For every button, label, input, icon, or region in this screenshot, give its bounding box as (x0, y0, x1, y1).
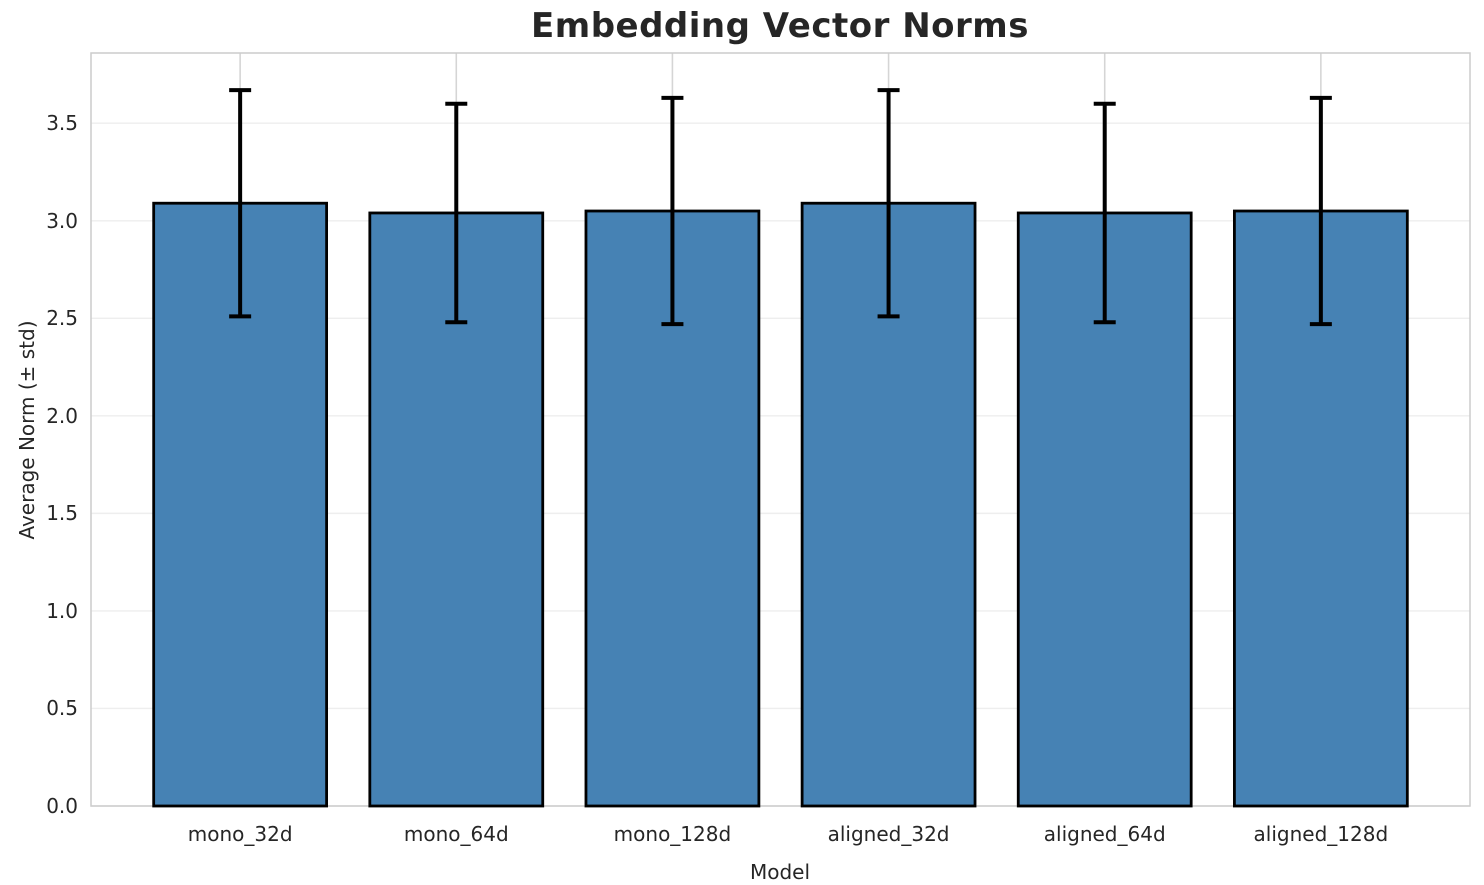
chart-title: Embedding Vector Norms (531, 6, 1029, 46)
y-tick-label-0.5: 0.5 (46, 696, 78, 721)
axes-spines (90, 52, 1471, 807)
y-tick-label-2.0: 2.0 (46, 403, 78, 428)
x-tick-label-mono_32d: mono_32d (187, 822, 293, 846)
x-tick-label-mono_64d: mono_64d (403, 822, 509, 846)
y-tick-label-3.0: 3.0 (46, 208, 78, 233)
x-tick-label-aligned_32d: aligned_32d (827, 822, 950, 846)
y-tick-label-2.5: 2.5 (46, 306, 78, 331)
x-axis-label: Model (749, 860, 811, 884)
x-tick-label-aligned_128d: aligned_128d (1253, 822, 1389, 846)
y-tick-label-3.5: 3.5 (46, 111, 78, 136)
y-tick-label-1.5: 1.5 (46, 501, 78, 526)
x-tick-label-aligned_64d: aligned_64d (1043, 822, 1166, 846)
y-tick-label-0.0: 0.0 (46, 794, 78, 818)
y-tick-label-1.0: 1.0 (46, 598, 78, 623)
x-tick-label-mono_128d: mono_128d (613, 822, 732, 846)
